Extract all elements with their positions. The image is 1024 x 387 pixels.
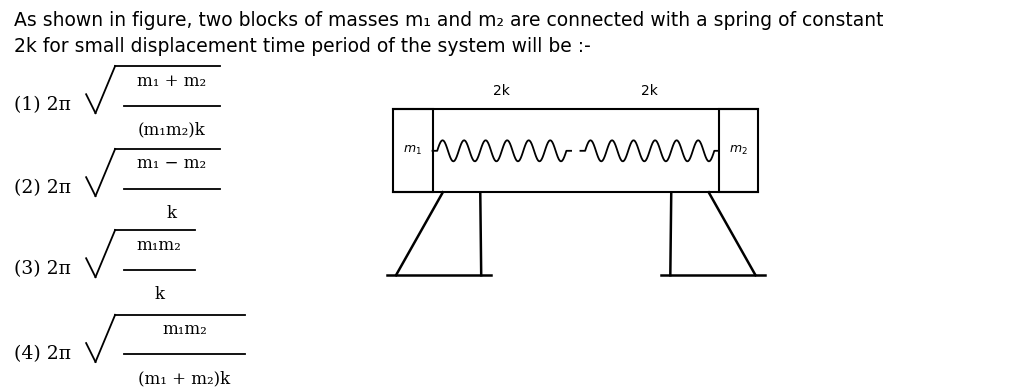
Text: $m_1$: $m_1$ — [403, 144, 422, 158]
Text: m₁ + m₂: m₁ + m₂ — [137, 72, 207, 89]
Text: $m_2$: $m_2$ — [729, 144, 749, 158]
Bar — [719, 110, 759, 192]
Text: (2) 2π: (2) 2π — [14, 180, 71, 197]
Text: (m₁m₂)k: (m₁m₂)k — [138, 122, 206, 139]
Text: 2k: 2k — [641, 84, 658, 98]
Text: m₁m₂: m₁m₂ — [137, 236, 181, 253]
Text: m₁ − m₂: m₁ − m₂ — [137, 156, 207, 173]
Text: 2k: 2k — [494, 84, 510, 98]
Text: As shown in figure, two blocks of masses m₁ and m₂ are connected with a spring o: As shown in figure, two blocks of masses… — [14, 11, 884, 56]
Bar — [393, 110, 432, 192]
Text: k: k — [155, 286, 164, 303]
Text: (m₁ + m₂)k: (m₁ + m₂)k — [138, 370, 230, 387]
Text: k: k — [167, 204, 177, 221]
Text: (1) 2π: (1) 2π — [14, 97, 71, 115]
Text: m₁m₂: m₁m₂ — [162, 321, 207, 338]
Text: (4) 2π: (4) 2π — [14, 345, 71, 363]
Text: (3) 2π: (3) 2π — [14, 260, 71, 279]
